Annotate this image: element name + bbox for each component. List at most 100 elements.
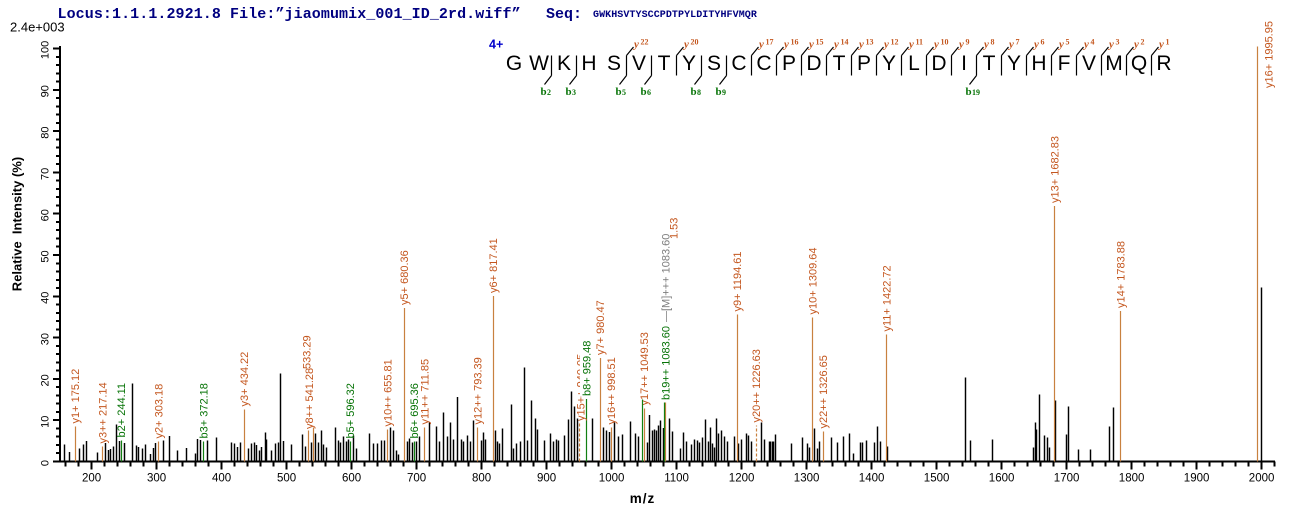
svg-text:b: b xyxy=(641,86,647,98)
svg-text:b: b xyxy=(541,86,547,98)
svg-text:y: y xyxy=(932,39,939,51)
svg-text:1300: 1300 xyxy=(794,473,820,485)
svg-text:y: y xyxy=(757,39,764,51)
svg-text:y5+ 680.36: y5+ 680.36 xyxy=(399,250,411,305)
svg-text:y20++ 1226.63: y20++ 1226.63 xyxy=(751,349,763,422)
svg-text:y1+ 175.12: y1+ 175.12 xyxy=(70,369,82,424)
svg-text:b: b xyxy=(566,86,572,98)
svg-text:14: 14 xyxy=(841,38,849,47)
svg-text:b5+ 596.32: b5+ 596.32 xyxy=(345,383,357,438)
svg-text:y: y xyxy=(982,39,989,51)
svg-text:y: y xyxy=(1032,39,1039,51)
svg-text:R: R xyxy=(1156,52,1171,75)
svg-text:y17++ 1049.53: y17++ 1049.53 xyxy=(639,332,651,405)
svg-text:b: b xyxy=(691,86,697,98)
svg-text:b: b xyxy=(716,86,722,98)
svg-text:T: T xyxy=(983,52,996,75)
svg-text:400: 400 xyxy=(212,473,231,485)
svg-text:8: 8 xyxy=(697,88,701,97)
svg-text:y11++ 711.85: y11++ 711.85 xyxy=(420,359,432,425)
svg-text:5: 5 xyxy=(622,88,626,97)
svg-text:9: 9 xyxy=(966,38,970,47)
svg-text:10: 10 xyxy=(40,416,52,428)
svg-text:30: 30 xyxy=(40,333,52,345)
svg-text:4: 4 xyxy=(1091,38,1095,47)
svg-text:200: 200 xyxy=(82,473,101,485)
svg-text:3: 3 xyxy=(1116,38,1120,47)
svg-text:y8++ 541.28: y8++ 541.28 xyxy=(304,368,316,429)
svg-text:G: G xyxy=(506,52,522,75)
svg-text:1: 1 xyxy=(1166,38,1170,47)
svg-text:2: 2 xyxy=(1141,38,1145,47)
svg-text:2: 2 xyxy=(547,88,551,97)
svg-text:—[M]+++ 1083.60: —[M]+++ 1083.60 xyxy=(661,234,673,322)
svg-text:y: y xyxy=(957,39,964,51)
svg-text:80: 80 xyxy=(40,126,52,138)
svg-text:y: y xyxy=(682,39,689,51)
svg-text:GWKHSVTYSCCPDTPYLDITYHFVMQR: GWKHSVTYSCCPDTPYLDITYHFVMQR xyxy=(593,10,757,21)
svg-text:T: T xyxy=(833,52,846,75)
svg-text:20: 20 xyxy=(40,374,52,386)
svg-text:50: 50 xyxy=(40,250,52,262)
svg-text:b2+ 244.11: b2+ 244.11 xyxy=(116,383,128,438)
svg-text:y2+ 303.18: y2+ 303.18 xyxy=(154,384,166,439)
svg-text:600: 600 xyxy=(342,473,361,485)
svg-text:y22++ 1326.65: y22++ 1326.65 xyxy=(818,355,830,428)
svg-text:y13+ 1682.83: y13+ 1682.83 xyxy=(1050,136,1062,203)
svg-text:y6+ 817.41: y6+ 817.41 xyxy=(488,238,500,293)
svg-text:L: L xyxy=(908,52,920,75)
svg-text:y: y xyxy=(1057,39,1064,51)
svg-text:y12++ 793.39: y12++ 793.39 xyxy=(473,357,485,424)
svg-text:I: I xyxy=(961,52,967,75)
svg-text:b8+ 959.48: b8+ 959.48 xyxy=(582,341,594,396)
svg-text:2000: 2000 xyxy=(1249,473,1275,485)
svg-text:4+: 4+ xyxy=(489,38,503,52)
svg-text:800: 800 xyxy=(472,473,491,485)
svg-text:3: 3 xyxy=(572,88,576,97)
svg-text:y3++ 217.14: y3++ 217.14 xyxy=(98,382,110,443)
svg-text:T: T xyxy=(658,52,671,75)
svg-text:y14+ 1783.88: y14+ 1783.88 xyxy=(1116,241,1128,308)
svg-text:20: 20 xyxy=(691,38,699,47)
svg-text:1100: 1100 xyxy=(664,473,689,485)
svg-text:y: y xyxy=(1157,39,1164,51)
svg-text:9: 9 xyxy=(722,88,726,97)
svg-text:y: y xyxy=(832,39,839,51)
svg-text:15: 15 xyxy=(816,38,824,47)
svg-text:700: 700 xyxy=(407,473,426,485)
svg-text:y: y xyxy=(632,39,639,51)
svg-text:y: y xyxy=(907,39,914,51)
svg-text:y11+ 1422.72: y11+ 1422.72 xyxy=(882,265,894,331)
svg-text:F: F xyxy=(1058,52,1071,75)
svg-text:12: 12 xyxy=(891,38,899,47)
svg-text:1.53: 1.53 xyxy=(669,218,681,239)
svg-text:y: y xyxy=(1132,39,1139,51)
svg-text:0: 0 xyxy=(40,460,52,466)
svg-text:b19++ 1083.60: b19++ 1083.60 xyxy=(661,326,673,400)
svg-text:19: 19 xyxy=(972,88,980,97)
svg-text:D: D xyxy=(931,52,946,75)
svg-text:y: y xyxy=(807,39,814,51)
svg-text:C: C xyxy=(756,52,771,75)
svg-text:y16++ 998.51: y16++ 998.51 xyxy=(606,357,618,424)
svg-text:W: W xyxy=(529,52,549,75)
svg-text:5: 5 xyxy=(1066,38,1070,47)
svg-text:11: 11 xyxy=(916,38,924,47)
svg-text:C: C xyxy=(731,52,746,75)
svg-text:S: S xyxy=(607,52,621,75)
svg-text:6: 6 xyxy=(1041,38,1045,47)
svg-text:b: b xyxy=(616,86,622,98)
svg-text:1600: 1600 xyxy=(989,473,1015,485)
svg-text:10: 10 xyxy=(941,38,949,47)
svg-text:13: 13 xyxy=(866,38,874,47)
svg-text:y: y xyxy=(1007,39,1014,51)
svg-text:90: 90 xyxy=(40,85,52,97)
svg-text:40: 40 xyxy=(40,292,52,304)
svg-text:y9+ 1194.61: y9+ 1194.61 xyxy=(732,251,744,311)
svg-text:Q: Q xyxy=(1131,52,1147,75)
svg-text:y3+ 434.22: y3+ 434.22 xyxy=(239,352,251,407)
svg-text:6: 6 xyxy=(647,88,651,97)
svg-text:S: S xyxy=(707,52,721,75)
svg-text:b: b xyxy=(966,86,972,98)
svg-text:y10++ 655.81: y10++ 655.81 xyxy=(383,359,395,426)
